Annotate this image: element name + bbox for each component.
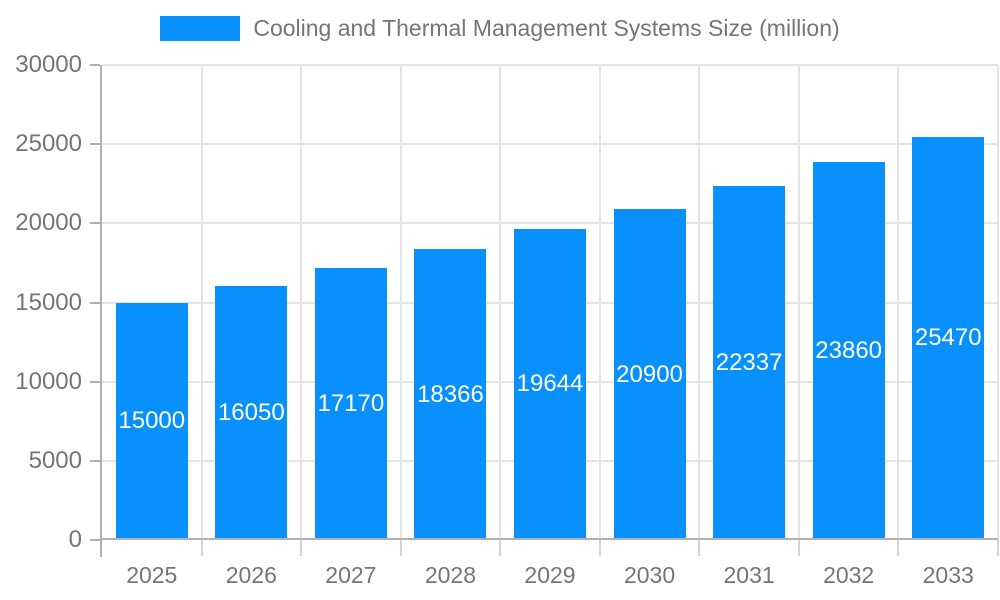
x-axis-label: 2033 bbox=[922, 562, 974, 588]
y-axis-tick bbox=[90, 301, 100, 304]
bar[interactable]: 22337 bbox=[713, 186, 786, 540]
x-axis-label: 2032 bbox=[823, 562, 875, 588]
x-axis-label: 2029 bbox=[524, 562, 576, 588]
bar[interactable]: 19644 bbox=[514, 228, 586, 540]
gridline-vertical bbox=[300, 65, 303, 540]
gridline-vertical bbox=[797, 65, 800, 540]
gridline-vertical bbox=[399, 65, 402, 540]
y-axis-label: 20000 bbox=[15, 209, 82, 237]
x-axis-tick bbox=[200, 540, 203, 556]
legend-item[interactable]: Cooling and Thermal Management Systems S… bbox=[160, 15, 840, 42]
x-axis-tick bbox=[399, 540, 402, 556]
y-axis-label: 5000 bbox=[28, 446, 82, 474]
x-axis-tick bbox=[797, 540, 800, 556]
x-axis-line bbox=[102, 538, 998, 540]
bar-value-label: 22337 bbox=[715, 349, 783, 377]
y-axis-label: 25000 bbox=[15, 130, 82, 158]
bar[interactable]: 20900 bbox=[613, 209, 686, 540]
y-axis-label: 15000 bbox=[15, 288, 82, 316]
gridline-vertical bbox=[997, 65, 999, 540]
bar-value-label: 20900 bbox=[616, 360, 683, 388]
gridline-horizontal bbox=[102, 222, 998, 225]
x-axis-label: 2025 bbox=[126, 562, 178, 588]
bar-value-label: 15000 bbox=[118, 407, 186, 435]
y-axis-label: 30000 bbox=[15, 51, 82, 78]
plot-area: 15000 16050 17170 18366 19644 20900 22337 23860… bbox=[102, 64, 999, 540]
x-axis-label: 2027 bbox=[325, 562, 377, 588]
x-axis-tick bbox=[499, 540, 502, 556]
legend: Cooling and Thermal Management Systems S… bbox=[0, 15, 1000, 42]
bar-value-label: 25470 bbox=[914, 324, 982, 352]
x-axis-tick bbox=[598, 540, 601, 556]
bar[interactable]: 17170 bbox=[314, 268, 387, 540]
bar-value-label: 18366 bbox=[417, 380, 484, 408]
x-axis-label: 2031 bbox=[723, 562, 775, 588]
x-axis-tick bbox=[897, 540, 900, 556]
x-axis-label: 2030 bbox=[623, 562, 676, 588]
y-axis-line bbox=[100, 65, 102, 557]
gridline-vertical bbox=[200, 65, 203, 540]
y-axis-tick bbox=[90, 459, 100, 462]
bar[interactable]: 16050 bbox=[215, 285, 288, 540]
bar[interactable]: 18366 bbox=[414, 249, 487, 540]
bar-value-label: 17170 bbox=[317, 390, 385, 418]
bar-value-label: 23860 bbox=[815, 337, 883, 365]
bar-value-label: 19644 bbox=[516, 370, 584, 398]
x-axis-tick bbox=[698, 540, 701, 556]
legend-label: Cooling and Thermal Management Systems S… bbox=[253, 15, 840, 41]
x-axis-tick bbox=[300, 540, 303, 556]
x-axis-tick bbox=[997, 540, 999, 556]
gridline-vertical bbox=[897, 65, 900, 540]
bar[interactable]: 23860 bbox=[812, 162, 885, 540]
bar-value-label: 16050 bbox=[217, 398, 285, 426]
bar[interactable]: 25470 bbox=[912, 136, 985, 540]
x-axis-label: 2026 bbox=[225, 562, 277, 588]
y-axis-label: 10000 bbox=[15, 367, 82, 395]
y-axis-tick bbox=[90, 539, 100, 541]
y-axis-tick bbox=[90, 380, 100, 383]
legend-swatch bbox=[160, 16, 241, 41]
gridline-horizontal bbox=[102, 143, 998, 146]
gridline-vertical bbox=[698, 65, 701, 540]
y-axis-tick bbox=[90, 143, 100, 146]
y-axis-tick bbox=[90, 64, 100, 66]
y-axis-label: 0 bbox=[68, 526, 82, 553]
y-axis-tick bbox=[90, 222, 100, 225]
bar[interactable]: 15000 bbox=[115, 302, 188, 540]
gridline-vertical bbox=[598, 65, 601, 540]
gridline-horizontal bbox=[102, 64, 998, 66]
x-axis-label: 2028 bbox=[424, 562, 477, 588]
gridline-vertical bbox=[499, 65, 502, 540]
